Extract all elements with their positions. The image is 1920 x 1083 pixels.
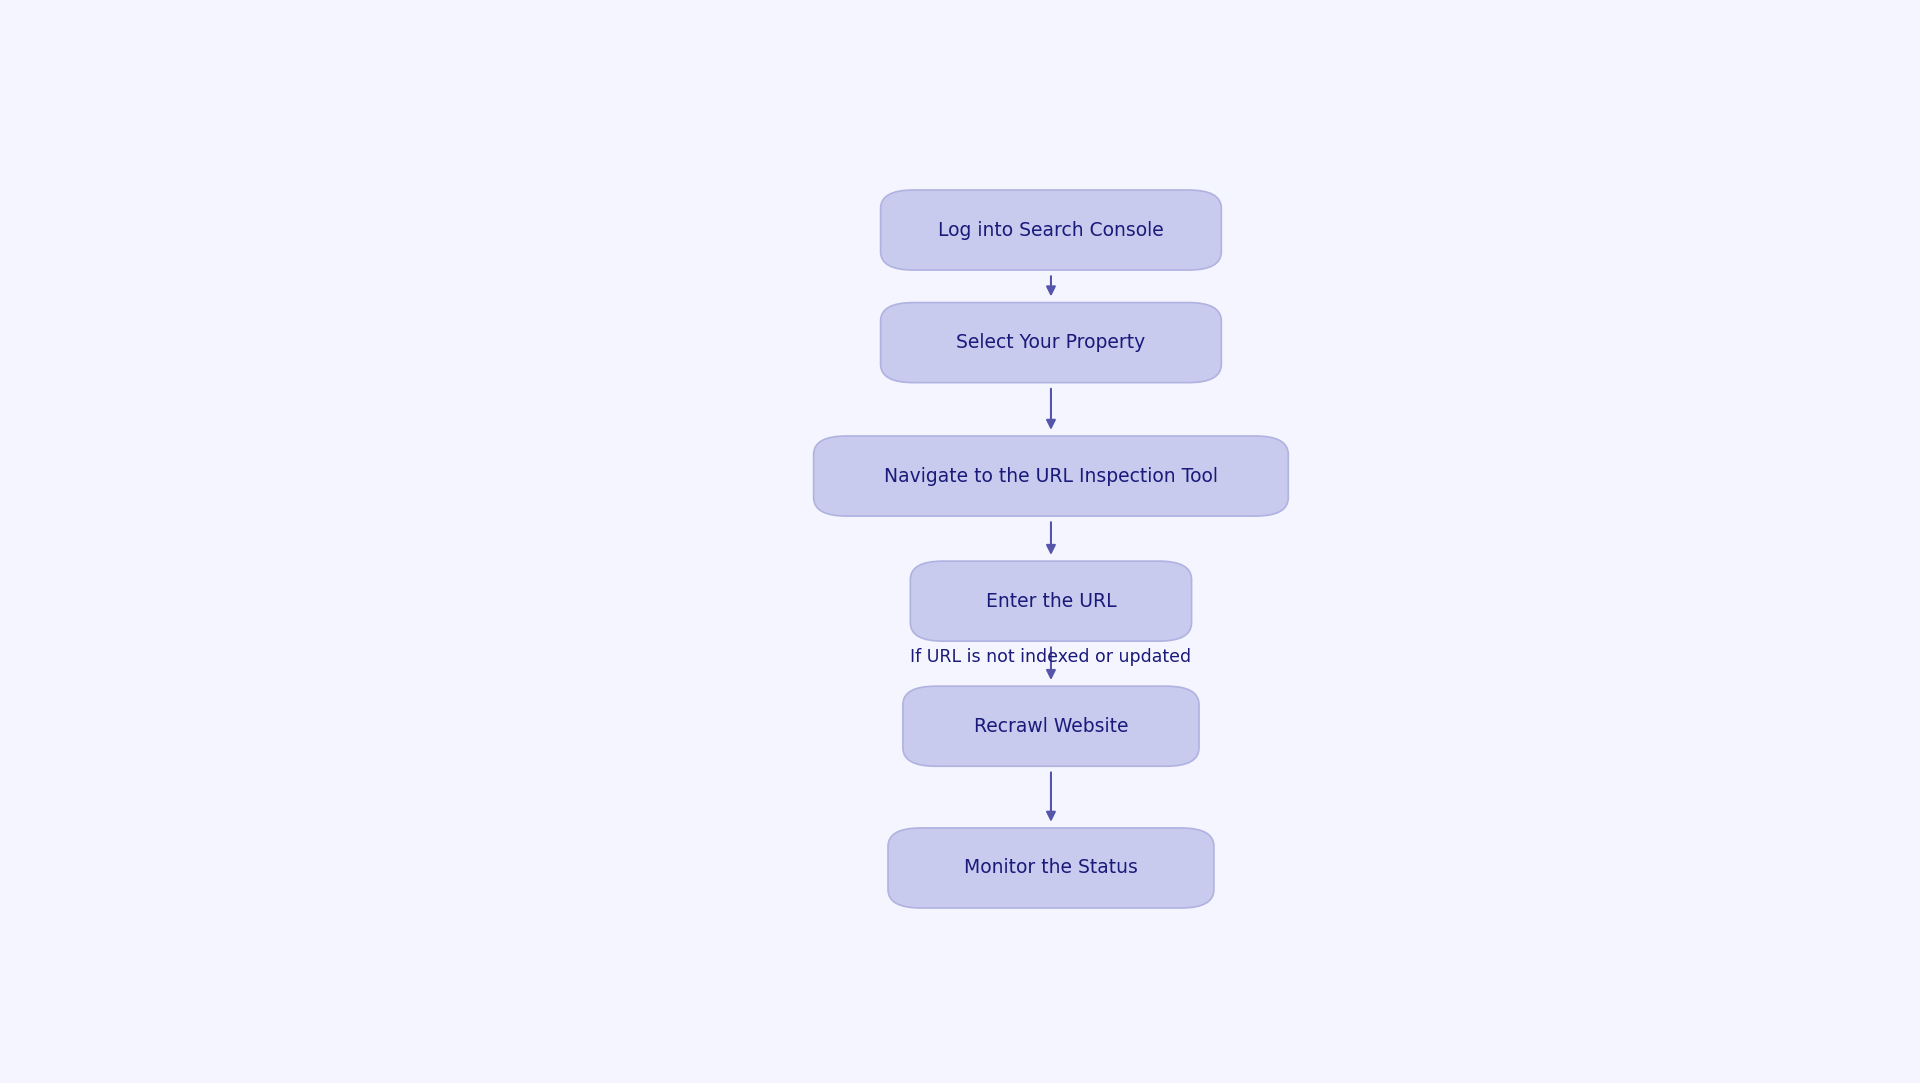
Text: Monitor the Status: Monitor the Status	[964, 859, 1139, 877]
FancyBboxPatch shape	[902, 687, 1198, 767]
FancyBboxPatch shape	[814, 436, 1288, 517]
FancyBboxPatch shape	[910, 561, 1192, 641]
Text: Select Your Property: Select Your Property	[956, 334, 1146, 352]
FancyBboxPatch shape	[881, 302, 1221, 382]
Text: Navigate to the URL Inspection Tool: Navigate to the URL Inspection Tool	[883, 467, 1217, 485]
Text: Log into Search Console: Log into Search Console	[939, 221, 1164, 239]
Text: Enter the URL: Enter the URL	[985, 591, 1116, 611]
Text: Recrawl Website: Recrawl Website	[973, 717, 1129, 735]
FancyBboxPatch shape	[881, 190, 1221, 270]
FancyBboxPatch shape	[889, 827, 1213, 908]
Text: If URL is not indexed or updated: If URL is not indexed or updated	[910, 648, 1192, 666]
